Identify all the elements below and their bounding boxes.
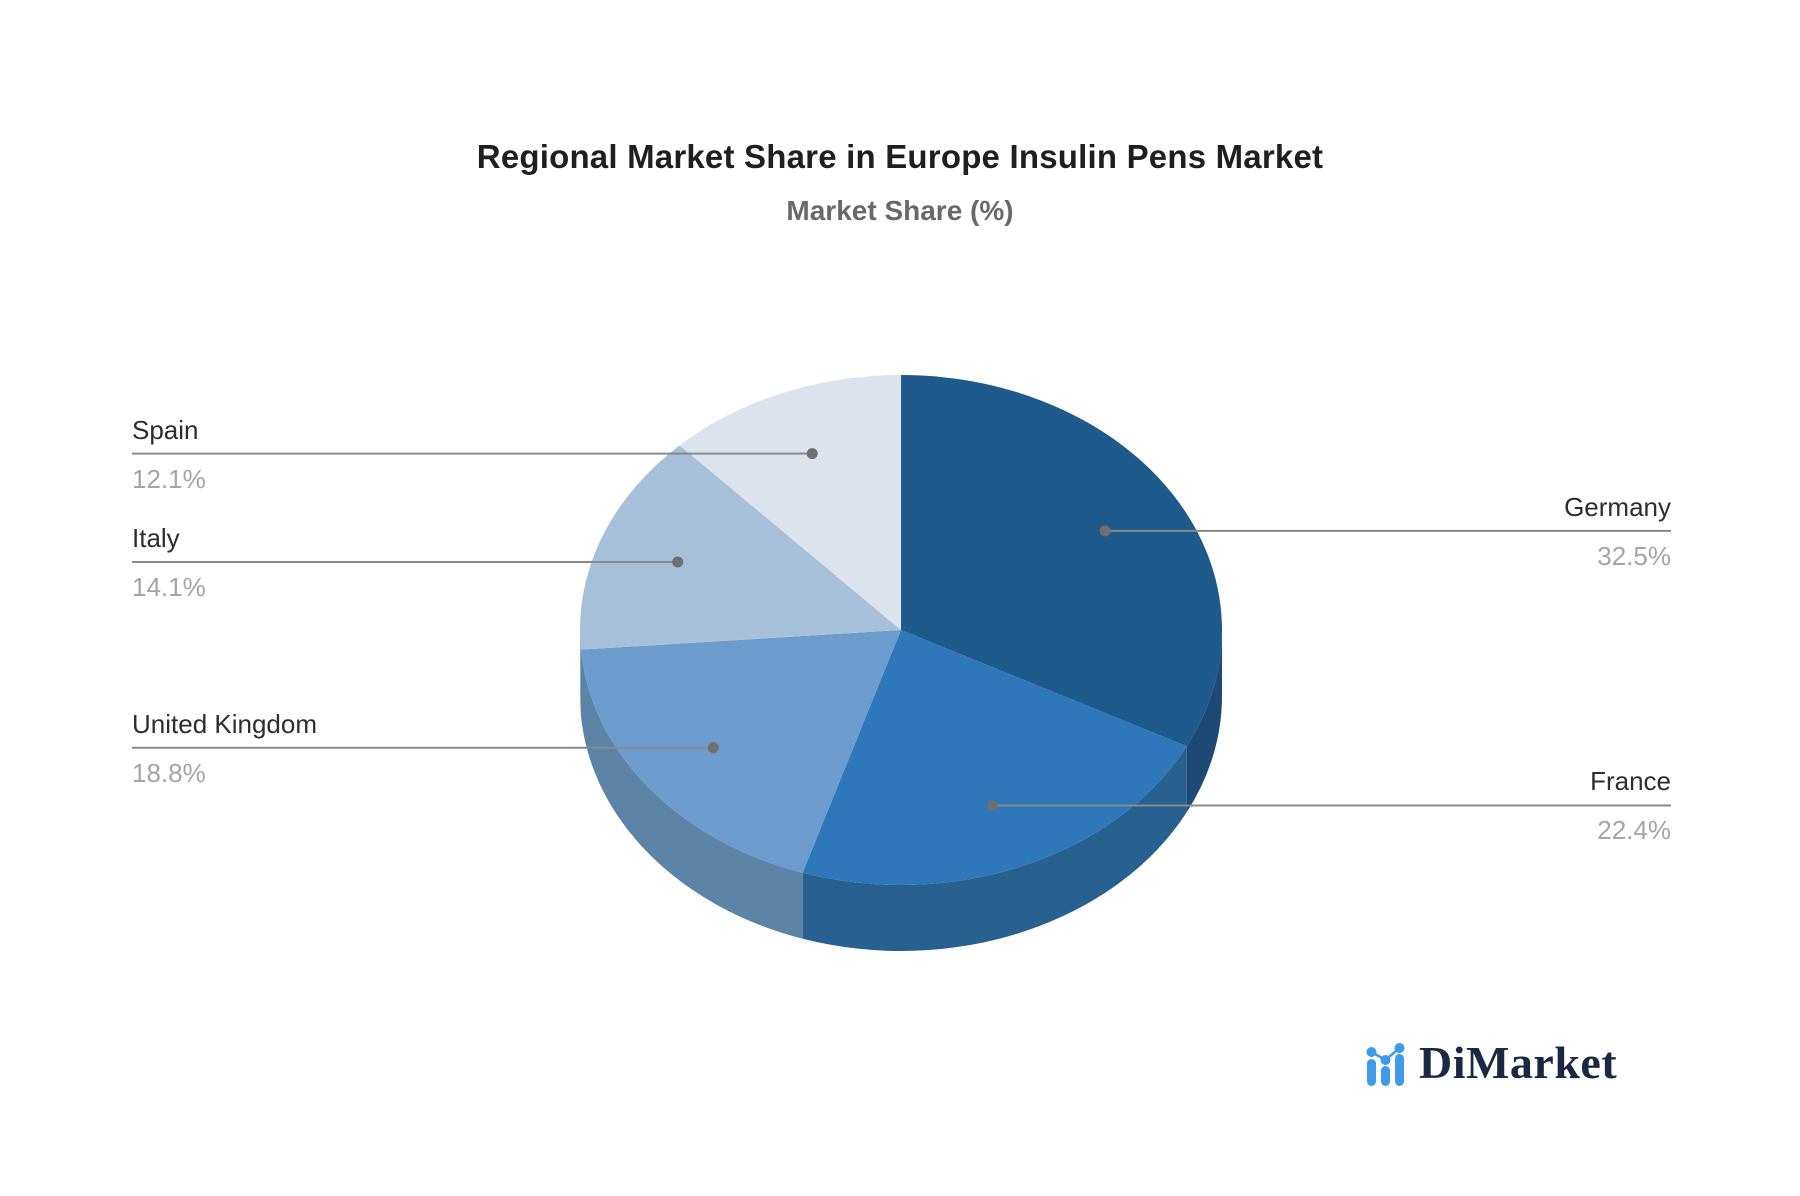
slice-label-percent: 22.4% [1597,815,1671,846]
slice-label-france: France 22.4% [1251,764,1671,847]
pie-3d-sides [580,630,1222,951]
brand-logo: DiMarket [1366,1040,1617,1086]
leader-lines [132,448,1671,811]
pie-slice-germany[interactable] [901,375,1222,747]
pie-slice-france[interactable] [802,630,1187,886]
chart-subtitle: Market Share (%) [786,195,1014,226]
slice-label-percent: 32.5% [1597,540,1671,571]
leader-dot-spain [806,448,818,460]
slice-label-united-kingdom: United Kingdom 18.8% [132,707,552,790]
slice-label-name: Germany [1564,491,1671,522]
logo-text: DiMarket [1419,1037,1618,1088]
pie-slice-united-kingdom[interactable] [580,630,901,873]
slice-label-percent: 18.8% [132,757,206,788]
slice-label-name: United Kingdom [132,708,317,739]
leader-dot-germany [1099,525,1111,537]
slice-label-name: Italy [132,522,180,553]
pie-slice-france-side[interactable] [802,746,1187,951]
leader-dot-italy [672,556,684,568]
chart-title: Regional Market Share in Europe Insulin … [476,138,1324,175]
pie-top-faces [580,375,1222,886]
pie-slice-italy[interactable] [580,445,901,650]
leader-dot-france [987,799,999,811]
pie-slice-italy-side[interactable] [580,630,581,716]
leader-dot-united-kingdom [707,742,719,754]
slice-label-spain: Spain 12.1% [132,413,552,496]
slice-label-name: Spain [132,414,199,445]
pie-slice-germany-side[interactable] [1186,630,1222,813]
pie-slice-spain[interactable] [679,375,901,630]
pie-slice-united-kingdom-side[interactable] [580,649,803,939]
slice-label-name: France [1590,766,1671,797]
logo-bar-line-chart-icon [1366,1043,1405,1086]
slice-label-italy: Italy 14.1% [132,521,552,604]
slice-label-germany: Germany 32.5% [1251,490,1671,573]
slice-label-percent: 12.1% [132,463,206,494]
slice-label-percent: 14.1% [132,571,206,602]
